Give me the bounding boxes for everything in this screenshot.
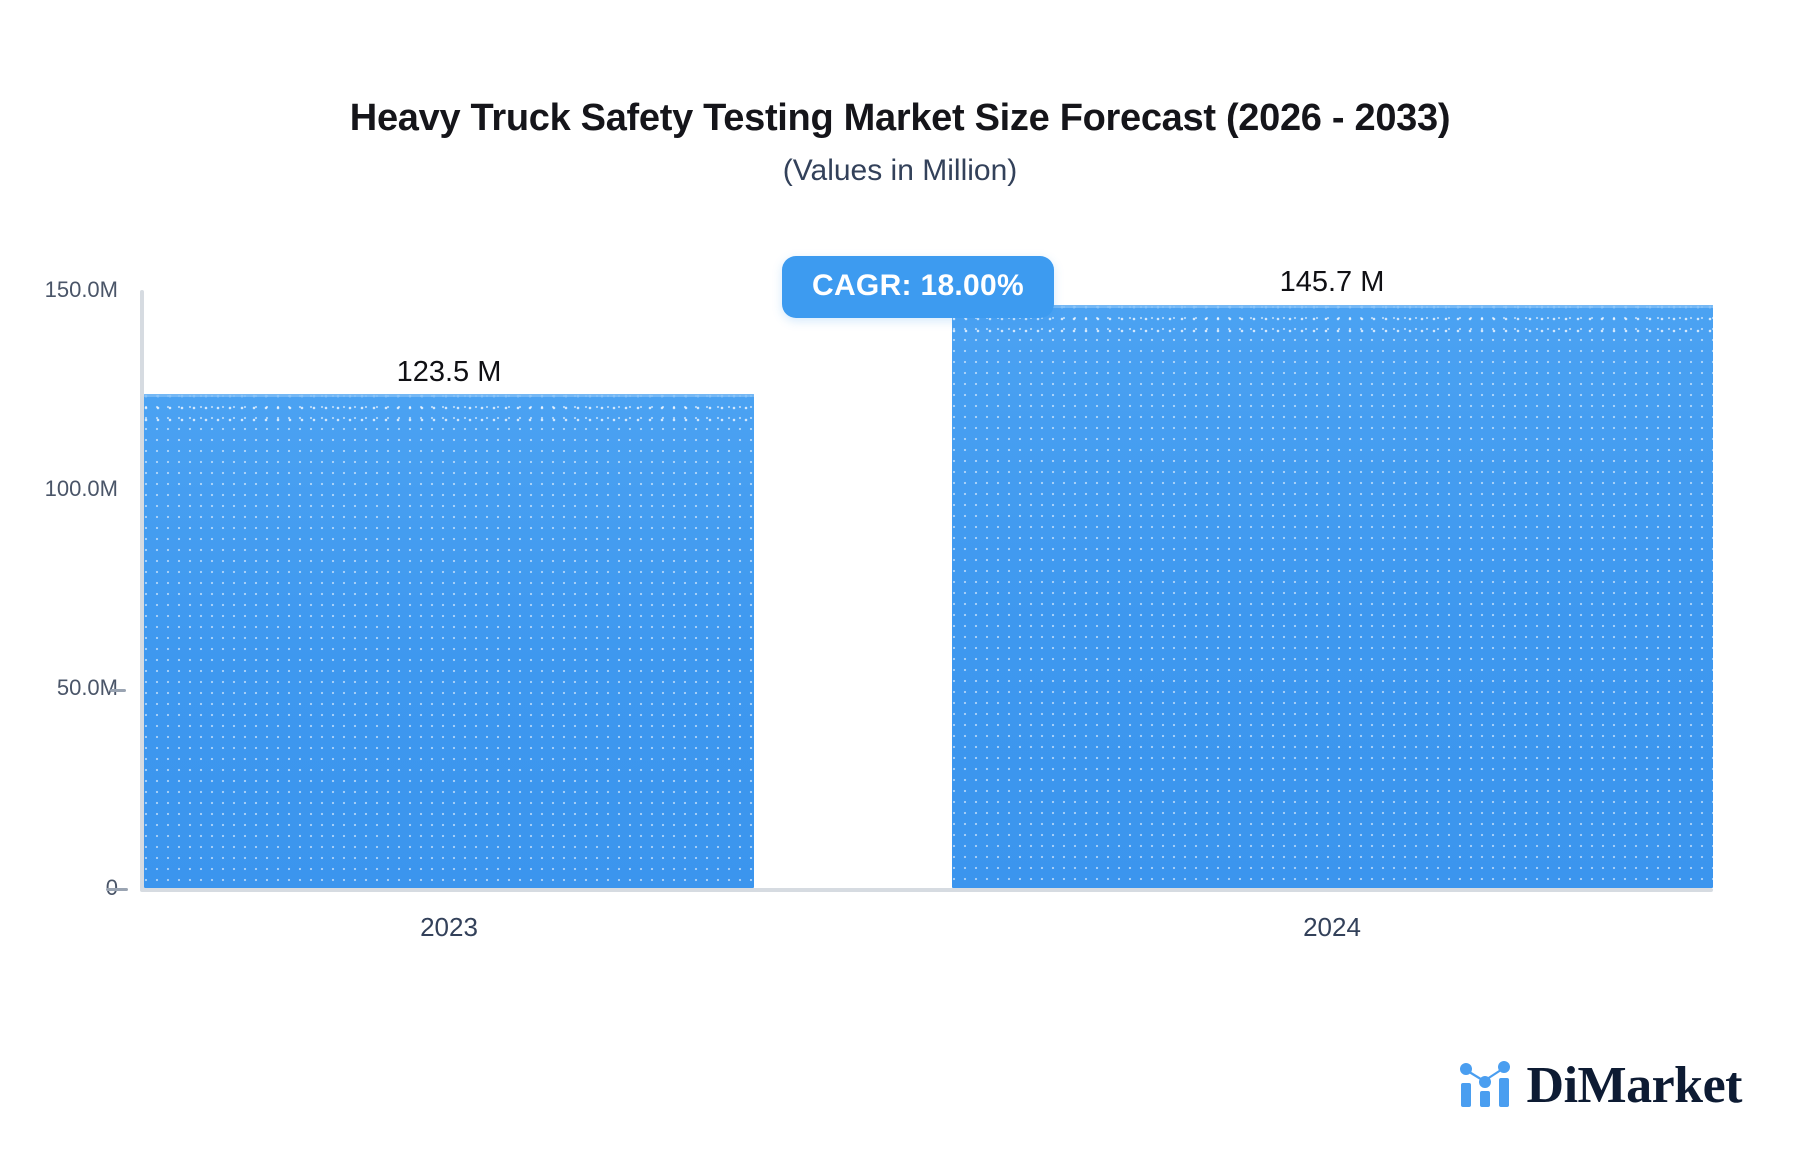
- y-axis-line: [140, 290, 144, 890]
- bar-value-label-2024: 145.7 M: [1279, 266, 1385, 298]
- y-tick-label-0: 0: [0, 875, 118, 901]
- bar-texture-2023: [144, 394, 754, 428]
- bar-2023[interactable]: [144, 394, 754, 888]
- y-tick-label-100m: 100.0M: [44, 476, 118, 501]
- cagr-badge: CAGR: 18.00%: [782, 256, 1055, 318]
- brand-name: DiMarket: [1526, 1056, 1743, 1114]
- x-tick-label-2024: 2024: [1303, 912, 1361, 942]
- bar-value-label-2023: 123.5 M: [396, 356, 502, 388]
- chart-subtitle: (Values in Million): [782, 153, 1018, 187]
- y-tick-mark-50m: [110, 689, 126, 692]
- x-tick-label-2023: 2023: [420, 912, 478, 942]
- chart-title: Heavy Truck Safety Testing Market Size F…: [349, 97, 1451, 139]
- brand-logo: DiMarket: [1457, 1056, 1743, 1114]
- bar-2024[interactable]: [952, 305, 1713, 888]
- y-tick-mark-0: [106, 888, 128, 891]
- y-tick-label-150m: 150.0M: [44, 277, 118, 302]
- chart-header: Heavy Truck Safety Testing Market Size F…: [0, 96, 1800, 188]
- y-tick-label-50m: 50.0M: [56, 675, 118, 700]
- x-axis-line: [140, 888, 1713, 892]
- bar-texture-2024: [952, 305, 1713, 339]
- bar-chart-logo-icon: [1457, 1057, 1513, 1114]
